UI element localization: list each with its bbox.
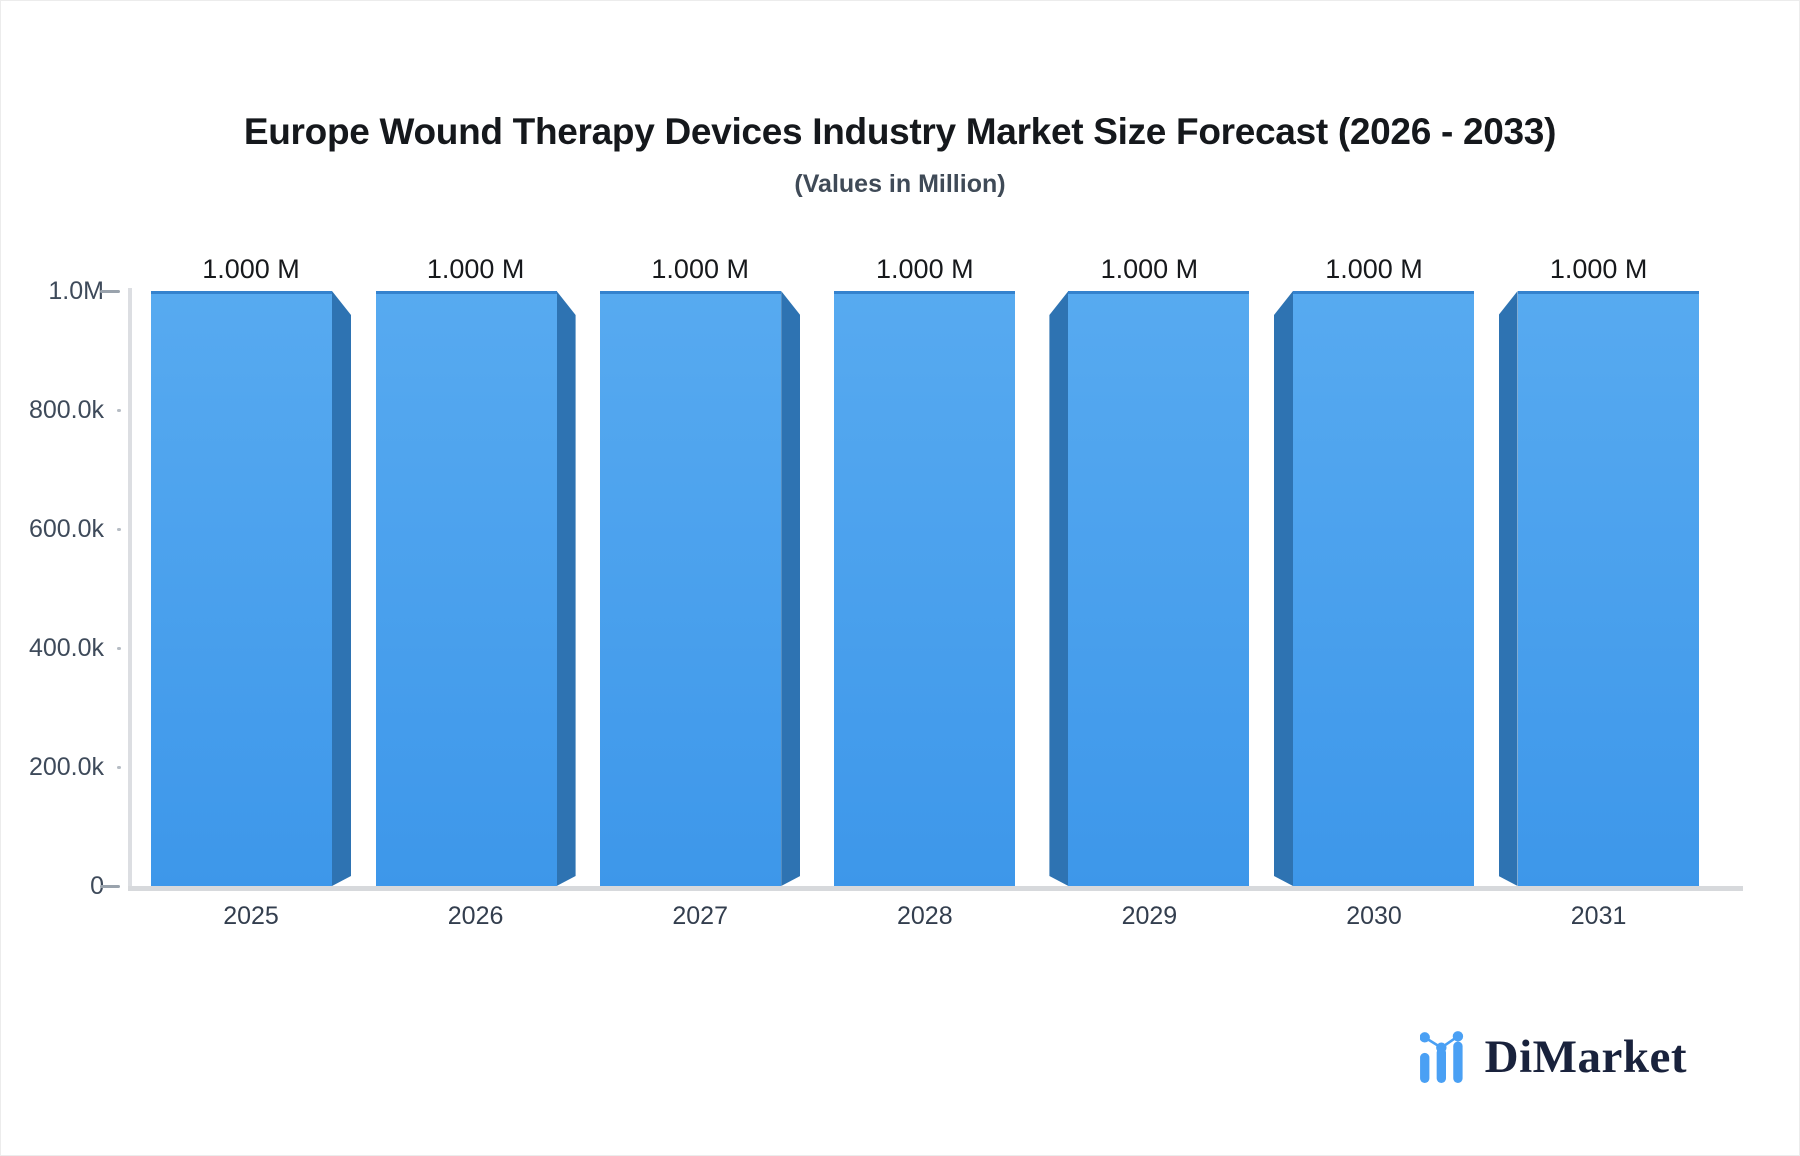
bar-2026[interactable]: 1.000 M	[375, 254, 576, 886]
x-axis-tick-label: 2026	[447, 902, 504, 930]
brand-logo: DiMarket	[1419, 1027, 1687, 1083]
bar-3d-side	[1049, 291, 1068, 886]
y-axis-tick-label: 200.0k	[28, 753, 104, 781]
bar-2025[interactable]: 1.000 M	[151, 254, 351, 886]
brand-name: DiMarket	[1484, 1031, 1687, 1083]
bar-value-label: 1.000 M	[1549, 254, 1648, 284]
bar-3d-side	[1499, 291, 1518, 886]
bar-2029[interactable]: 1.000 M	[1049, 254, 1250, 886]
bar-3d-side	[781, 291, 800, 886]
bar-2027[interactable]: 1.000 M	[600, 254, 800, 886]
bar-face	[600, 291, 782, 886]
bar-value-label: 1.000 M	[651, 254, 749, 284]
y-axis-tick-mark	[100, 885, 120, 888]
y-axis-tick-mark	[117, 647, 121, 650]
bar-value-label: 1.000 M	[1100, 254, 1199, 284]
y-axis-tick-mark	[117, 409, 121, 412]
bar-face	[1517, 291, 1699, 886]
bar-value-label: 1.000 M	[202, 254, 300, 284]
y-axis-tick-mark	[117, 766, 121, 769]
chart-title: Europe Wound Therapy Devices Industry Ma…	[243, 111, 1557, 152]
y-axis-tick-label: 800.0k	[28, 396, 104, 424]
chart-subtitle: (Values in Million)	[794, 170, 1006, 198]
x-axis-tick-label: 2031	[1570, 902, 1627, 930]
x-axis-tick-label: 2027	[672, 902, 728, 930]
y-axis-line	[128, 288, 132, 891]
bar-face	[1293, 291, 1474, 886]
y-axis-tick-label: 1.0M	[48, 277, 104, 305]
bar-2028[interactable]: 1.000 M	[825, 254, 1025, 886]
bar-value-label: 1.000 M	[876, 254, 974, 284]
x-axis-line	[128, 886, 1743, 891]
y-axis-tick-label: 0	[90, 872, 104, 900]
bar-2030[interactable]: 1.000 M	[1274, 254, 1474, 886]
bar-face	[1068, 291, 1250, 886]
bar-face	[833, 291, 1015, 886]
x-axis-tick-label: 2025	[223, 902, 279, 930]
bar-value-label: 1.000 M	[1325, 254, 1423, 284]
bar-line-chart-icon	[1419, 1031, 1463, 1083]
y-axis-tick-mark	[117, 528, 121, 531]
x-axis-tick-label: 2029	[1121, 902, 1178, 930]
bar-3d-side	[557, 291, 576, 886]
bar-3d-side	[332, 291, 351, 886]
y-axis-tick-mark	[100, 290, 120, 293]
bar-2031[interactable]: 1.000 M	[1499, 254, 1699, 886]
bar-face	[151, 291, 332, 886]
y-axis-tick-label: 600.0k	[28, 515, 104, 543]
bar-face	[375, 291, 557, 886]
x-axis-tick-label: 2028	[896, 902, 953, 930]
x-axis-tick-label: 2030	[1346, 902, 1402, 930]
y-axis-tick-label: 400.0k	[28, 634, 104, 662]
bar-3d-side	[1274, 291, 1293, 886]
bar-value-label: 1.000 M	[426, 254, 525, 284]
